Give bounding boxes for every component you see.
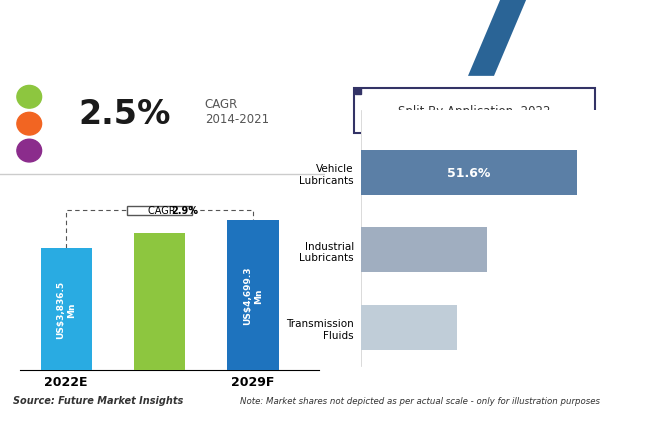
Text: fmi: fmi	[564, 25, 599, 44]
Text: CAGR: CAGR	[148, 206, 179, 216]
Bar	[361, 305, 458, 350]
Text: 2022-2029: 2022-2029	[13, 55, 112, 73]
Text: Note: Market shares not depicted as per actual scale - only for illustration pur: Note: Market shares not depicted as per …	[240, 396, 601, 405]
Bar	[361, 228, 487, 273]
Text: 2.5%: 2.5%	[78, 98, 170, 130]
Bar	[134, 233, 185, 371]
Text: Global Viscosity Index Improver  Market Analysis: Global Viscosity Index Improver Market A…	[13, 21, 472, 40]
Bar	[361, 150, 577, 195]
FancyBboxPatch shape	[127, 206, 192, 216]
Text: Split By Application, 2022: Split By Application, 2022	[398, 104, 551, 118]
Text: CAGR
2014-2021: CAGR 2014-2021	[205, 98, 269, 126]
Text: 51.6%: 51.6%	[447, 166, 491, 179]
Text: 2.9%: 2.9%	[171, 206, 198, 216]
Polygon shape	[468, 0, 526, 77]
Circle shape	[17, 113, 42, 136]
Text: US$3,836.5
Mn: US$3,836.5 Mn	[57, 280, 76, 338]
Circle shape	[17, 86, 42, 109]
FancyBboxPatch shape	[354, 89, 595, 133]
Text: Future Market Insights: Future Market Insights	[547, 59, 617, 64]
Circle shape	[17, 140, 42, 163]
Text: US$4,699.3
Mn: US$4,699.3 Mn	[243, 266, 263, 325]
Text: Source: Future Market Insights: Source: Future Market Insights	[13, 395, 183, 406]
Bar	[227, 221, 279, 371]
Bar	[40, 248, 92, 371]
